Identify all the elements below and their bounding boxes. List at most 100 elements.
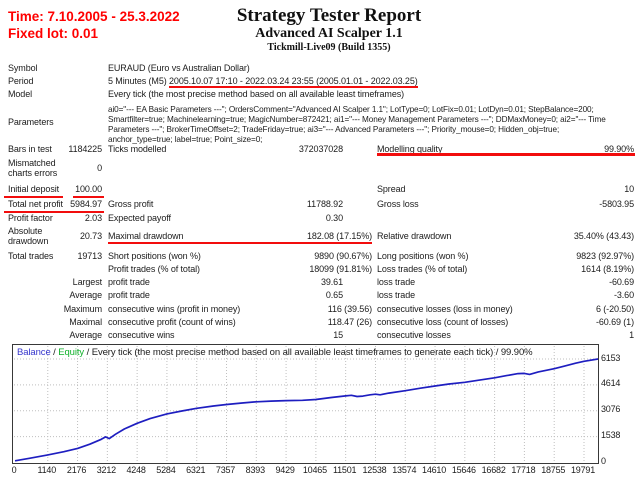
row-label: Absolute	[8, 226, 43, 236]
table-row-trades: Total trades 19713 Short positions (won …	[0, 251, 640, 264]
table-row-largest: Largest profit trade 39.61 loss trade -6…	[0, 277, 640, 290]
largest-loss-trade-value: -60.69	[609, 277, 634, 287]
row-qualifier: Maximum	[63, 304, 102, 314]
legend-equity-label: Equity	[58, 347, 85, 358]
y-tick-label: 6153	[601, 352, 621, 363]
short-positions-value: 9890 (90.67%)	[314, 251, 372, 261]
row-label: consecutive losses	[377, 330, 451, 340]
mismatched-errors-value: 0	[97, 163, 102, 173]
y-tick-label: 3076	[601, 404, 621, 415]
legend-separator: /	[50, 347, 59, 358]
row-label: charts errors	[8, 168, 58, 178]
table-row-model: Model Every tick (the most precise metho…	[0, 89, 640, 102]
x-tick-label: 11501	[332, 465, 357, 475]
row-label: Profit trades (% of total)	[108, 264, 200, 274]
average-profit-trade-value: 0.65	[325, 290, 343, 300]
row-qualifier: Largest	[72, 277, 102, 287]
consecutive-loss-value: -60.69 (1)	[595, 317, 634, 327]
row-label: consecutive loss (count of losses)	[377, 317, 509, 327]
annotation-time-range: Time: 7.10.2005 - 25.3.2022	[8, 9, 180, 24]
table-row-deposit: Initial deposit 100.00 Spread 10	[0, 184, 640, 197]
x-tick-label: 15646	[451, 465, 476, 475]
table-row-maximal-consecutive: Maximal consecutive profit (count of win…	[0, 317, 640, 330]
row-label: Symbol	[8, 63, 38, 73]
table-row-mismatched: Mismatched charts errors 0	[0, 158, 640, 180]
y-tick-label: 4614	[601, 378, 621, 389]
table-row-average-consecutive: Average consecutive wins 15 consecutive …	[0, 330, 640, 343]
x-tick-label: 8393	[245, 465, 265, 475]
x-tick-label: 17718	[511, 465, 536, 475]
row-label: profit trade	[108, 290, 150, 300]
modelling-quality-value: 99.90%	[604, 144, 634, 154]
model-value: Every tick (the most precise method base…	[108, 89, 405, 99]
parameters-line: anchor_type=true; label=true; Point_size…	[108, 135, 263, 144]
row-label: Model	[8, 89, 33, 99]
row-label: Long positions (won %)	[377, 251, 469, 261]
profit-factor-value: 2.03	[84, 213, 102, 223]
row-label: Relative drawdown	[377, 231, 452, 241]
chart-legend: Balance / Equity / Every tick (the most …	[17, 347, 533, 358]
total-trades-value: 19713	[77, 251, 102, 261]
bars-value: 1184225	[68, 144, 102, 154]
symbol-value: EURAUD (Euro vs Australian Dollar)	[108, 63, 250, 73]
highlight-modelling-quality	[377, 153, 635, 156]
table-row-period: Period 5 Minutes (M5) 2005.10.07 17:10 -…	[0, 76, 640, 89]
x-tick-label: 6321	[186, 465, 206, 475]
row-label: Total net profit	[8, 199, 63, 209]
table-row-symbol: Symbol EURAUD (Euro vs Australian Dollar…	[0, 63, 640, 76]
row-label: Loss trades (% of total)	[377, 264, 468, 274]
row-label: Expected payoff	[108, 213, 171, 223]
x-tick-label: 7357	[215, 465, 236, 475]
parameters-line: ai0="--- EA Basic Parameters ---"; Order…	[108, 105, 594, 114]
row-label: Period	[8, 76, 34, 86]
row-label: consecutive wins (profit in money)	[108, 304, 241, 314]
legend-balance-label: Balance	[17, 347, 51, 358]
x-tick-label: 1140	[37, 465, 57, 475]
row-label: consecutive losses (loss in money)	[377, 304, 513, 314]
highlight-total-net-profit	[4, 210, 104, 213]
expected-payoff-value: 0.30	[325, 213, 343, 223]
row-label: profit trade	[108, 277, 150, 287]
gross-profit-value: 11788.92	[306, 199, 343, 209]
x-tick-label: 4248	[126, 465, 146, 475]
row-label: Bars in test	[8, 144, 52, 154]
balance-chart: Balance / Equity / Every tick (the most …	[12, 344, 599, 464]
row-label: Short positions (won %)	[108, 251, 201, 261]
legend-separator: /	[84, 347, 92, 358]
loss-trades-value: 1614 (8.19%)	[581, 264, 634, 274]
row-label: Spread	[377, 184, 406, 194]
gross-loss-value: -5803.95	[599, 199, 634, 209]
y-tick-label: 1538	[601, 430, 621, 441]
absolute-drawdown-value: 20.73	[79, 231, 102, 241]
row-label: loss trade	[377, 290, 416, 300]
avg-consecutive-losses-value: 1	[629, 330, 634, 340]
parameters-line: Smartfilter=true; Machinelearning=true; …	[108, 115, 606, 124]
x-tick-label: 18755	[541, 465, 566, 475]
relative-drawdown-value: 35.40% (43.43)	[573, 231, 634, 241]
row-qualifier: Maximal	[69, 317, 102, 327]
x-tick-label: 5284	[156, 465, 176, 475]
row-label: Ticks modelled	[108, 144, 167, 154]
row-label: Mismatched	[8, 158, 56, 168]
x-tick-label: 9429	[275, 465, 295, 475]
parameters-line: Parameters ---"; BrokerTimeOffset=2; Tra…	[108, 125, 560, 134]
consecutive-losses-value: 6 (-20.50)	[595, 304, 634, 314]
x-tick-label: 3212	[96, 465, 116, 475]
row-label: Maximal drawdown	[108, 231, 184, 241]
x-tick-label: 14610	[422, 465, 447, 475]
row-label: Gross loss	[377, 199, 419, 209]
table-row-drawdown: Absolute drawdown 20.73 Maximal drawdown…	[0, 226, 640, 248]
balance-curve-plot	[14, 346, 599, 462]
period-value: 5 Minutes (M5) 2005.10.07 17:10 - 2022.0…	[108, 76, 418, 88]
highlight-initial-deposit-label	[4, 195, 63, 198]
avg-consecutive-wins-value: 15	[333, 330, 343, 340]
consecutive-profit-value: 118.47 (26)	[327, 317, 372, 327]
x-tick-label: 0	[11, 465, 17, 475]
x-tick-label: 19791	[570, 465, 596, 475]
long-positions-value: 9823 (92.97%)	[576, 251, 634, 261]
row-label: consecutive profit (count of wins)	[108, 317, 236, 327]
row-label: Total trades	[8, 251, 54, 261]
spread-value: 10	[624, 184, 634, 194]
consecutive-wins-value: 116 (39.56)	[327, 304, 372, 314]
